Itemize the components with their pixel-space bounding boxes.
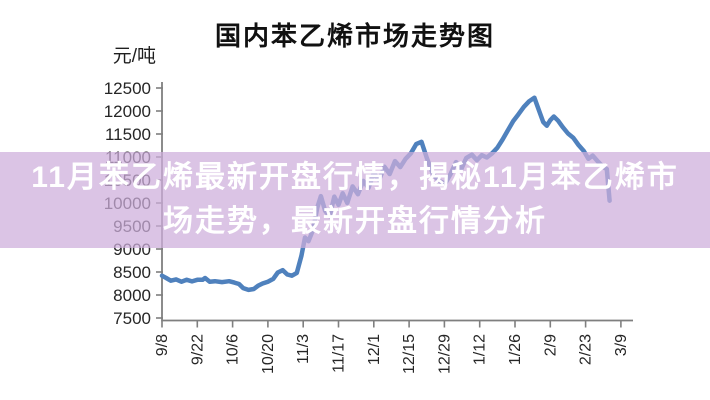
y-axis-unit-label: 元/吨 <box>112 46 156 67</box>
x-tick-label: 9/8 <box>154 334 171 356</box>
x-tick-label: 1/26 <box>507 334 524 365</box>
x-tick-label: 10/20 <box>260 334 277 374</box>
x-tick-label: 12/29 <box>436 334 453 374</box>
x-tick-label: 9/22 <box>189 334 206 365</box>
x-tick-label: 11/3 <box>295 334 312 364</box>
headline-overlay-banner: 11月苯乙烯最新开盘行情，揭秘11月苯乙烯市 场走势，最新开盘行情分析 <box>0 152 710 248</box>
x-tick-label: 10/6 <box>225 334 242 365</box>
y-tick-label: 7500 <box>113 309 151 328</box>
headline-line-2: 场走势，最新开盘行情分析 <box>163 205 547 238</box>
x-tick-label: 2/23 <box>578 334 595 365</box>
x-tick-label: 1/12 <box>472 334 489 365</box>
headline-line-1: 11月苯乙烯最新开盘行情，揭秘11月苯乙烯市 <box>31 161 679 194</box>
x-tick-label: 3/9 <box>613 334 630 356</box>
y-tick-label: 11500 <box>105 125 151 144</box>
y-tick-label: 12000 <box>104 102 151 121</box>
x-tick-label: 2/9 <box>542 334 559 356</box>
x-tick-label: 11/17 <box>331 334 348 373</box>
chart-title: 国内苯乙烯市场走势图 <box>214 21 495 51</box>
y-tick-label: 8500 <box>113 263 151 282</box>
x-tick-label: 12/1 <box>366 334 383 365</box>
y-tick-label: 12500 <box>104 79 151 98</box>
y-tick-label: 8000 <box>113 286 151 305</box>
x-tick-label: 12/15 <box>401 334 418 374</box>
